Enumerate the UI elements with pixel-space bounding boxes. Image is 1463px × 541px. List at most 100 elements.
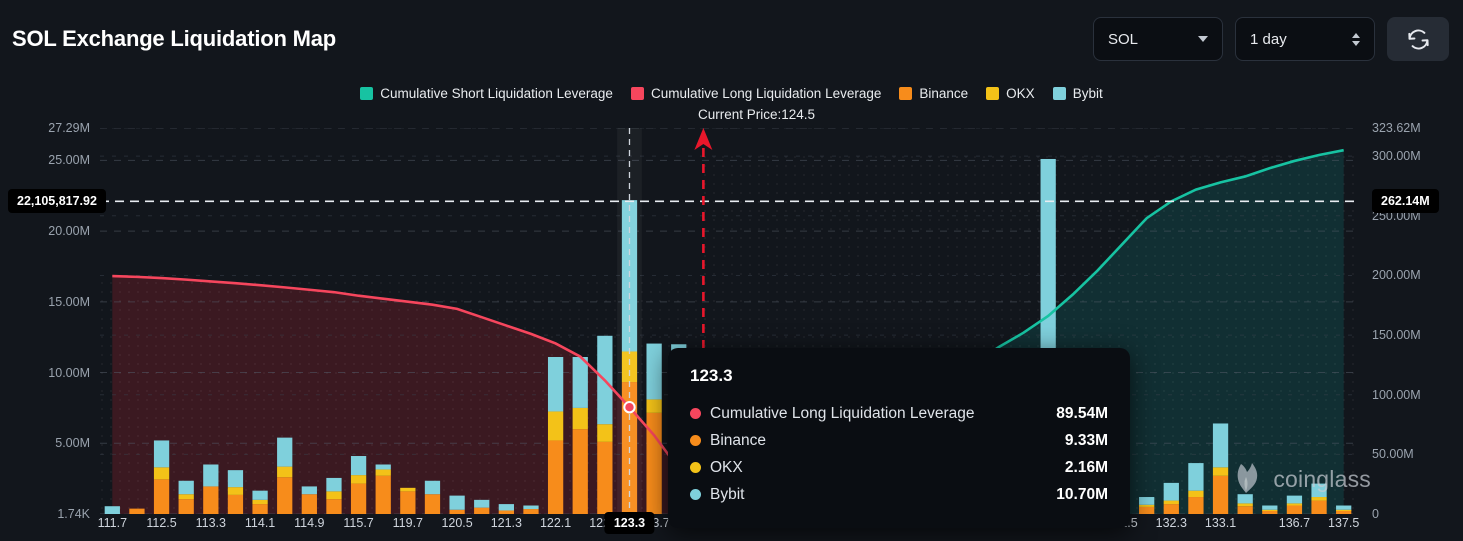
bar-segment-binance[interactable] (178, 499, 194, 514)
symbol-select[interactable]: SOL (1093, 17, 1223, 61)
legend-label: OKX (1006, 86, 1035, 101)
bar-segment-okx[interactable] (646, 399, 662, 413)
legend-item-cumulative-long-liquidation-leverage[interactable]: Cumulative Long Liquidation Leverage (630, 86, 881, 101)
legend-item-cumulative-short-liquidation-leverage[interactable]: Cumulative Short Liquidation Leverage (360, 86, 613, 101)
bar-segment-binance[interactable] (1163, 504, 1179, 514)
bar-segment-okx[interactable] (350, 475, 367, 484)
bar-segment-bybit[interactable] (375, 464, 391, 470)
bar-segment-binance[interactable] (1188, 497, 1204, 514)
bar-segment-okx[interactable] (597, 424, 613, 442)
bar-segment-okx[interactable] (1311, 497, 1327, 501)
tooltip-series-name: OKX (710, 458, 743, 476)
legend-label: Bybit (1072, 86, 1103, 101)
bar-segment-okx[interactable] (227, 487, 244, 495)
bar-segment-okx[interactable] (547, 411, 564, 441)
bar-segment-okx[interactable] (277, 466, 293, 478)
bar-segment-binance[interactable] (326, 499, 342, 514)
bar-segment-okx[interactable] (1286, 503, 1303, 506)
bar-segment-okx[interactable] (1262, 509, 1278, 511)
bar-segment-bybit[interactable] (1286, 495, 1303, 504)
bar-segment-binance[interactable] (203, 486, 219, 514)
bar-segment-binance[interactable] (547, 440, 564, 514)
bar-segment-bybit[interactable] (277, 437, 293, 467)
bar-segment-okx[interactable] (178, 494, 194, 500)
bar-segment-bybit[interactable] (1311, 483, 1327, 498)
bar-segment-bybit[interactable] (203, 464, 219, 487)
interval-select[interactable]: 1 day (1235, 17, 1375, 61)
bar-segment-binance[interactable] (1262, 510, 1278, 514)
bar-segment-binance[interactable] (227, 494, 244, 514)
bar-segment-bybit[interactable] (498, 504, 514, 511)
bar-segment-bybit[interactable] (104, 506, 120, 514)
symbol-select-value: SOL (1108, 30, 1139, 48)
bar-segment-binance[interactable] (375, 475, 391, 514)
bar-segment-binance[interactable] (424, 494, 441, 514)
bar-segment-bybit[interactable] (350, 456, 367, 476)
bar-segment-bybit[interactable] (252, 490, 268, 500)
legend-item-binance[interactable]: Binance (899, 86, 968, 101)
bar-segment-bybit[interactable] (1237, 494, 1253, 504)
bar-segment-binance[interactable] (572, 429, 588, 514)
bar-segment-okx[interactable] (1139, 504, 1155, 507)
bar-segment-binance[interactable] (153, 479, 170, 514)
bar-segment-binance[interactable] (597, 441, 613, 514)
refresh-button[interactable] (1387, 17, 1449, 61)
bar-segment-okx[interactable] (375, 469, 391, 476)
bar-segment-binance[interactable] (1212, 475, 1229, 514)
bar-segment-binance[interactable] (449, 509, 465, 514)
legend-item-okx[interactable]: OKX (986, 86, 1035, 101)
bar-segment-binance[interactable] (252, 504, 268, 514)
bar-segment-okx[interactable] (326, 491, 342, 500)
x-axis-tick: 113.3 (195, 516, 226, 530)
bar-segment-bybit[interactable] (301, 486, 317, 495)
y-axis-right-tick: 323.62M (1372, 121, 1421, 135)
legend-label: Binance (919, 86, 969, 101)
bar-segment-okx[interactable] (1336, 509, 1352, 511)
y-axis-left-tick: 27.29M (48, 121, 90, 135)
bar-segment-bybit[interactable] (572, 356, 588, 408)
bar-segment-binance[interactable] (646, 412, 662, 514)
bar-segment-bybit[interactable] (1139, 497, 1155, 505)
bar-segment-bybit[interactable] (227, 470, 244, 488)
bar-segment-bybit[interactable] (547, 356, 564, 412)
tooltip-series-name: Cumulative Long Liquidation Leverage (710, 404, 975, 422)
bar-segment-okx[interactable] (1188, 490, 1204, 498)
bar-segment-binance[interactable] (1336, 510, 1352, 514)
bar-segment-binance[interactable] (301, 494, 317, 514)
bar-segment-bybit[interactable] (178, 480, 194, 495)
bar-segment-bybit[interactable] (424, 480, 441, 495)
bar-segment-bybit[interactable] (326, 477, 342, 492)
bar-segment-binance[interactable] (474, 507, 490, 514)
bar-segment-okx[interactable] (153, 467, 170, 480)
bar-segment-binance[interactable] (350, 483, 367, 514)
bar-segment-okx[interactable] (1237, 503, 1253, 507)
bar-segment-binance[interactable] (400, 491, 416, 514)
bar-segment-okx[interactable] (400, 487, 416, 492)
bar-segment-binance[interactable] (1286, 505, 1303, 514)
bar-segment-binance[interactable] (498, 510, 514, 514)
bar-segment-okx[interactable] (572, 407, 588, 430)
bar-segment-bybit[interactable] (1163, 482, 1179, 501)
long-liquidation-line (112, 274, 705, 514)
bar-segment-binance[interactable] (523, 509, 539, 514)
bar-segment-okx[interactable] (1212, 467, 1229, 476)
bar-segment-okx[interactable] (621, 351, 638, 383)
bar-segment-bybit[interactable] (1188, 463, 1204, 491)
bar-segment-bybit[interactable] (1336, 505, 1352, 510)
bar-segment-binance[interactable] (1139, 506, 1155, 514)
bar-segment-bybit[interactable] (646, 343, 662, 400)
bar-segment-binance[interactable] (1311, 500, 1327, 514)
bar-segment-okx[interactable] (252, 499, 268, 505)
bar-segment-okx[interactable] (1163, 500, 1179, 505)
bar-segment-bybit[interactable] (1212, 423, 1229, 468)
bar-segment-bybit[interactable] (153, 440, 170, 468)
bar-segment-bybit[interactable] (1262, 505, 1278, 510)
bar-segment-binance[interactable] (1237, 506, 1253, 514)
bar-segment-bybit[interactable] (449, 495, 465, 510)
bar-segment-bybit[interactable] (474, 499, 490, 508)
x-axis-tick: 122.1 (539, 516, 572, 530)
bar-segment-binance[interactable] (129, 508, 145, 514)
legend-item-bybit[interactable]: Bybit (1052, 86, 1103, 101)
bar-segment-bybit[interactable] (523, 505, 539, 510)
bar-segment-binance[interactable] (277, 477, 293, 514)
